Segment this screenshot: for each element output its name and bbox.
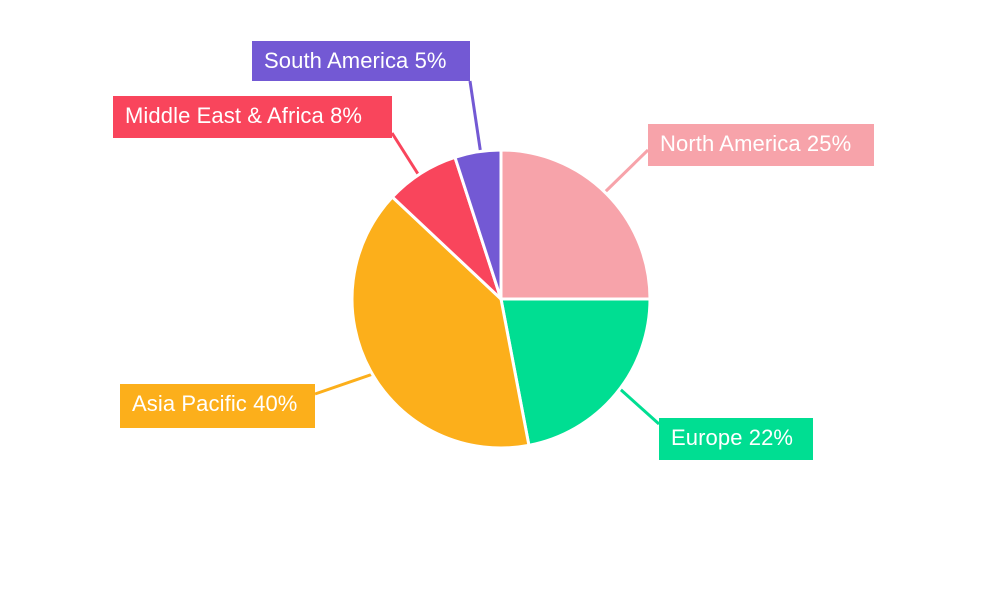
- pie-slice-europe[interactable]: [499, 297, 652, 447]
- pie-slice-north-america[interactable]: [499, 148, 652, 301]
- pie-label-asia-pacific[interactable]: Asia Pacific 40%: [120, 384, 315, 428]
- pie-slice-south-america[interactable]: [453, 148, 503, 301]
- leader-line-asia-pacific: [314, 372, 374, 396]
- pie-label-middle-east-africa[interactable]: Middle East & Africa 8%: [113, 96, 392, 138]
- pie-slice-asia-pacific[interactable]: [350, 195, 531, 450]
- leader-line-europe: [618, 387, 661, 426]
- pie-label-north-america[interactable]: North America 25%: [648, 124, 874, 166]
- pie-slices-group: [350, 148, 652, 450]
- leader-line-south-america: [468, 80, 483, 156]
- leader-line-north-america: [602, 148, 650, 195]
- pie-label-south-america[interactable]: South America 5%: [252, 41, 470, 81]
- pie-label-europe[interactable]: Europe 22%: [659, 418, 813, 460]
